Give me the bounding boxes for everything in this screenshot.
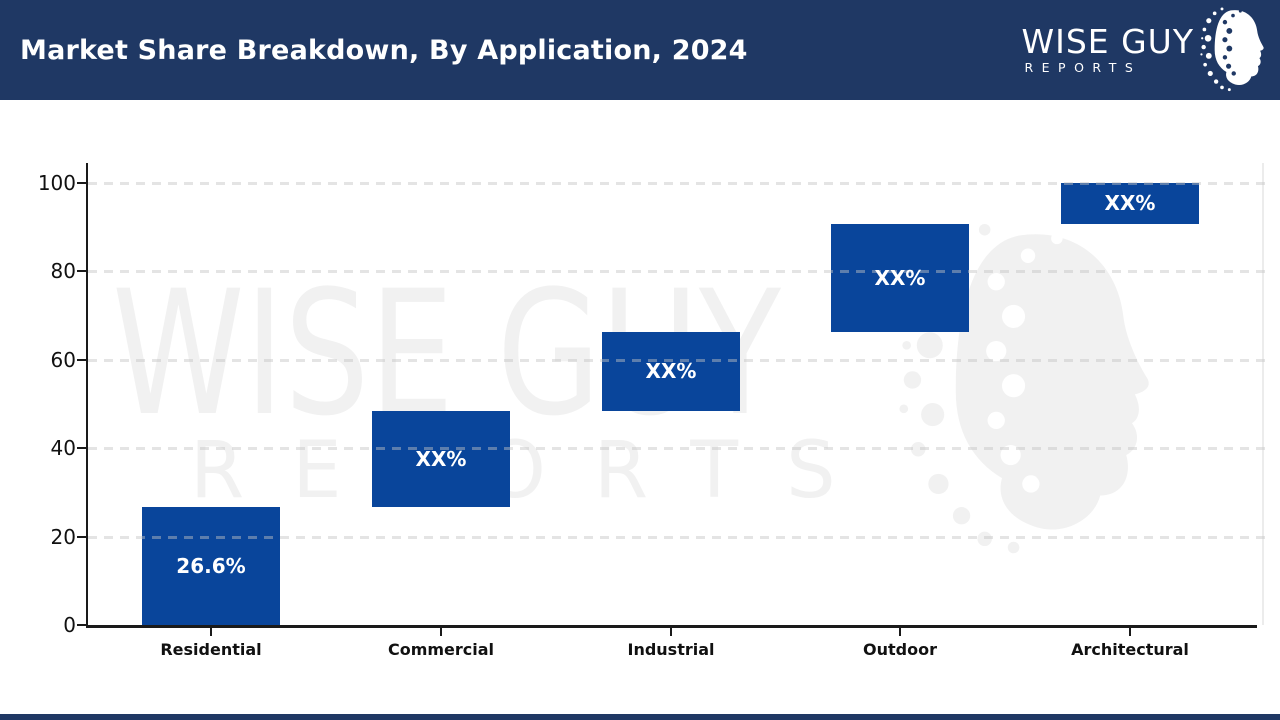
x-axis-label-commercial: Commercial bbox=[387, 640, 495, 659]
plot-region: 26.6% XX% XX% XX% XX% 0 20 40 60 80 100 Residential… bbox=[0, 100, 1280, 714]
gridline-100 bbox=[88, 182, 1268, 185]
y-tick-label-40: 40 bbox=[50, 436, 76, 461]
bar-industrial bbox=[602, 331, 740, 411]
x-tick-commercial bbox=[440, 628, 442, 636]
y-axis-line bbox=[86, 163, 88, 627]
x-axis-label-residential: Residential bbox=[160, 640, 262, 659]
watermark-text-2: REPORTS bbox=[190, 426, 884, 516]
bar-label-outdoor: XX% bbox=[874, 265, 926, 290]
x-axis-label-architectural: Architectural bbox=[1071, 640, 1189, 659]
x-axis-label-industrial: Industrial bbox=[627, 640, 715, 659]
gridline-60 bbox=[88, 358, 1268, 362]
y-tick-label-60: 60 bbox=[50, 347, 76, 372]
y-tick-20 bbox=[77, 535, 86, 538]
bar-label-industrial: XX% bbox=[645, 359, 697, 384]
y-tick-label-80: 80 bbox=[50, 259, 76, 284]
gridline-40 bbox=[88, 447, 1268, 451]
gridline-80 bbox=[88, 270, 1268, 274]
y-tick-label-20: 20 bbox=[50, 524, 76, 549]
bar-label-commercial: XX% bbox=[415, 447, 467, 472]
x-tick-outdoor bbox=[899, 628, 901, 636]
bar-residential bbox=[142, 507, 280, 625]
brand-tagline: REPORTS bbox=[1024, 60, 1142, 76]
footer-bar bbox=[0, 714, 1280, 720]
y-tick-60 bbox=[77, 358, 86, 361]
y-tick-40 bbox=[77, 447, 86, 450]
x-tick-architectural bbox=[1129, 628, 1131, 636]
gridline-20 bbox=[88, 535, 1268, 539]
y-tick-label-100: 100 bbox=[37, 171, 76, 195]
x-axis-label-outdoor: Outdoor bbox=[863, 640, 937, 659]
chart-area: WISE GUY REPORTS 26.6% XX% XX% XX% XX% 0 20 40 6… bbox=[0, 100, 1280, 714]
x-axis-line bbox=[86, 625, 1257, 628]
bar-label-architectural: XX% bbox=[1104, 191, 1156, 216]
x-tick-industrial bbox=[670, 628, 672, 636]
header-bar: Market Share Breakdown, By Application, … bbox=[0, 0, 1280, 100]
brand-name: WISE GUY bbox=[1021, 22, 1194, 62]
y-tick-0 bbox=[77, 624, 86, 626]
logo-head-icon bbox=[1200, 7, 1264, 92]
bar-outdoor bbox=[831, 223, 969, 332]
page-title: Market Share Breakdown, By Application, … bbox=[20, 34, 748, 66]
y-tick-80 bbox=[77, 270, 86, 273]
brand-logo-text: WISE GUY REPORTS bbox=[1021, 25, 1194, 75]
bar-label-residential: 26.6% bbox=[176, 554, 246, 579]
bar-architectural bbox=[1061, 183, 1199, 224]
y-tick-label-0: 0 bbox=[63, 613, 76, 637]
x-tick-residential bbox=[210, 628, 212, 636]
brand-logo: WISE GUY REPORTS bbox=[1021, 6, 1266, 94]
y-tick-100 bbox=[77, 182, 86, 184]
plot-right-border bbox=[1262, 163, 1264, 625]
bar-commercial bbox=[372, 410, 510, 508]
